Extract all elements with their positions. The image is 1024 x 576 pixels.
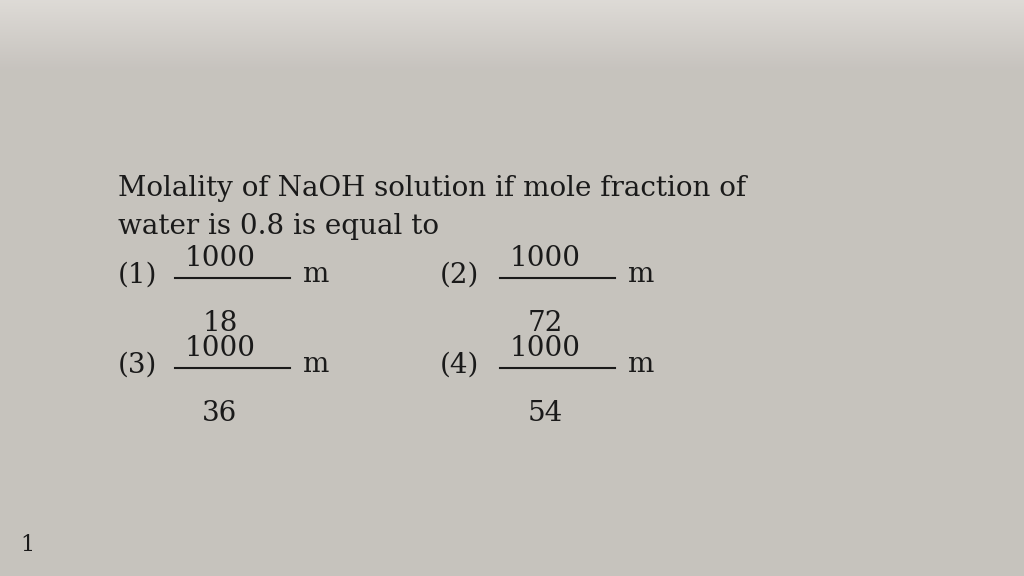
Text: (3): (3) (118, 351, 158, 378)
Text: 1000: 1000 (184, 335, 256, 362)
Text: 1000: 1000 (510, 335, 581, 362)
Text: Molality of NaOH solution if mole fraction of: Molality of NaOH solution if mole fracti… (118, 175, 746, 202)
Text: (1): (1) (118, 262, 158, 289)
Text: 72: 72 (527, 310, 562, 337)
Text: water is 0.8 is equal to: water is 0.8 is equal to (118, 213, 439, 240)
Text: 1000: 1000 (184, 245, 256, 272)
Text: m: m (302, 351, 329, 378)
Text: m: m (627, 351, 653, 378)
Text: 1: 1 (20, 534, 34, 556)
Text: 36: 36 (203, 400, 238, 427)
Text: m: m (627, 262, 653, 289)
Text: m: m (302, 262, 329, 289)
Text: 1000: 1000 (510, 245, 581, 272)
Text: (2): (2) (440, 262, 479, 289)
Text: 18: 18 (203, 310, 238, 337)
Text: (4): (4) (440, 351, 479, 378)
Text: 54: 54 (527, 400, 562, 427)
